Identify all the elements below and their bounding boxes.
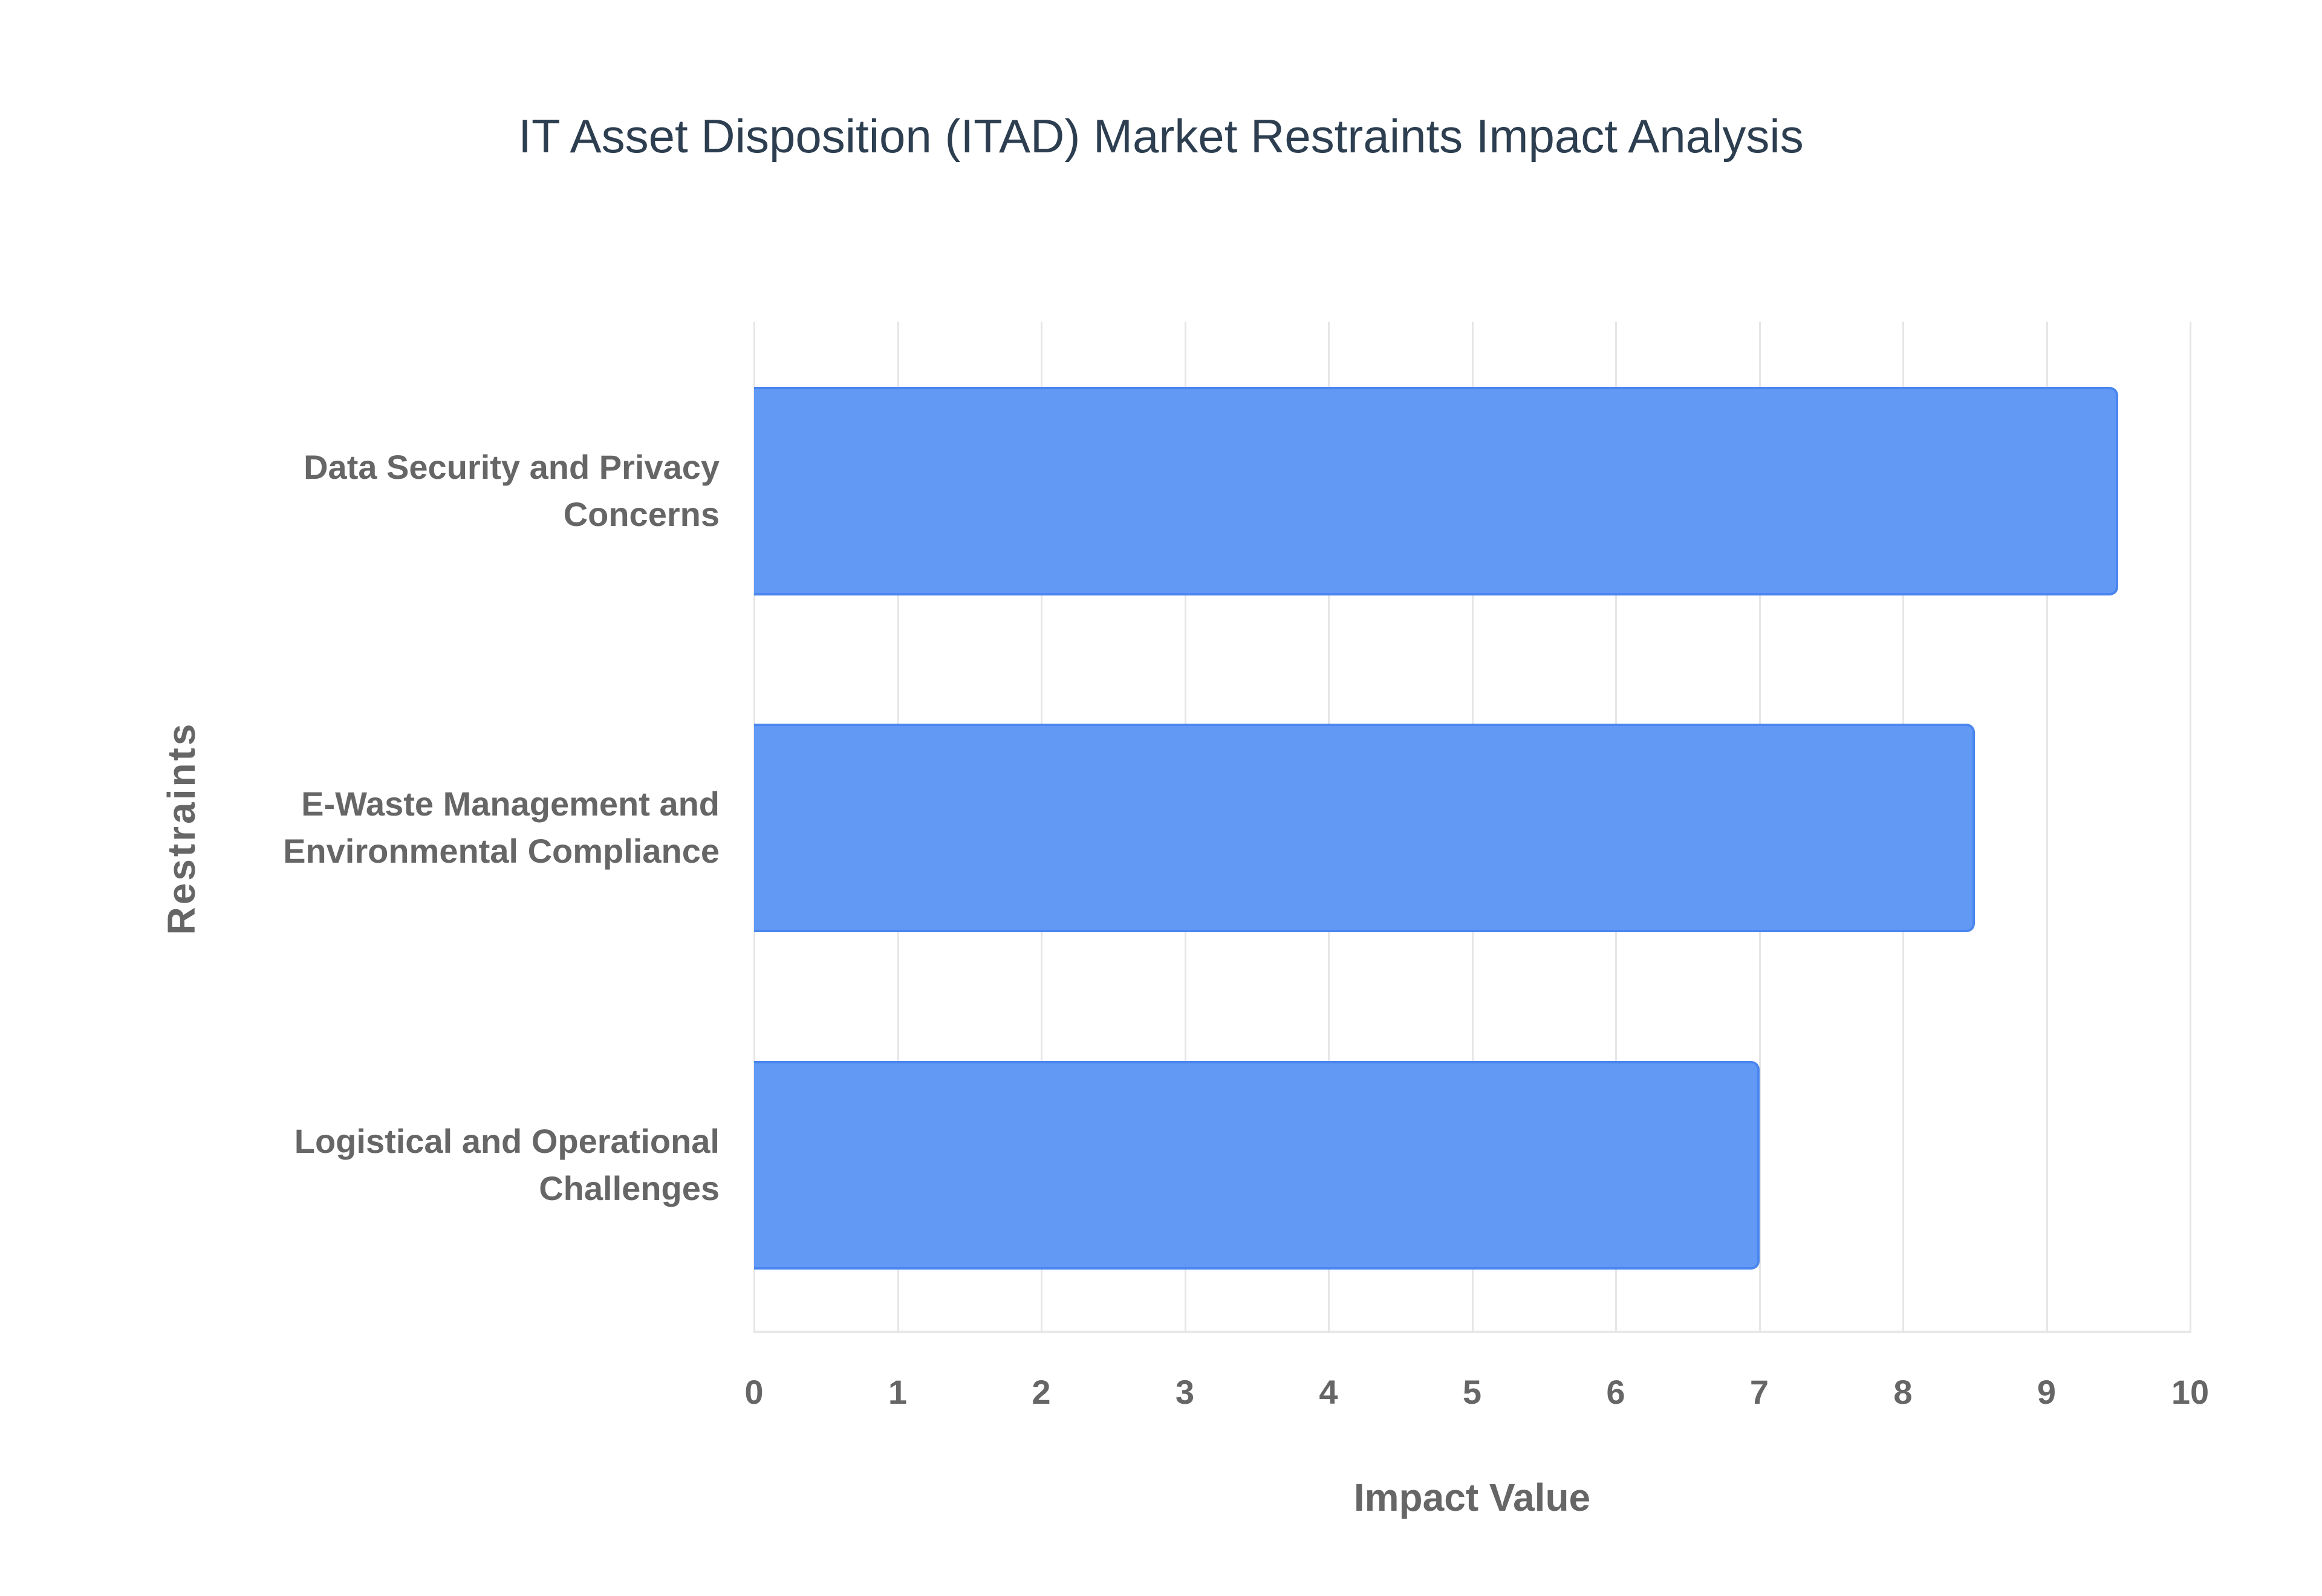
- y-category-label-line: Environmental Compliance: [283, 832, 720, 870]
- x-tick-label: 2: [1032, 1373, 1051, 1411]
- y-category-label-line: Challenges: [539, 1169, 720, 1207]
- y-category-label: E-Waste Management and Environmental Comp…: [175, 780, 720, 875]
- gridline: [2046, 322, 2048, 1333]
- bar[interactable]: [754, 724, 1975, 932]
- x-tick-label: 7: [1749, 1373, 1769, 1411]
- x-tick-label: 1: [888, 1373, 908, 1411]
- y-category-label-line: Logistical and Operational: [294, 1122, 720, 1160]
- x-axis-title: Impact Value: [1353, 1476, 1591, 1519]
- y-category-label-line: Data Security and Privacy: [304, 448, 720, 486]
- y-axis-title: Restraints: [160, 721, 203, 935]
- x-tick-label: 3: [1175, 1373, 1195, 1411]
- x-tick-label: 9: [2037, 1373, 2057, 1411]
- bar[interactable]: [754, 387, 2119, 595]
- y-category-label-line: E-Waste Management and: [301, 785, 720, 823]
- bar[interactable]: [754, 1061, 1760, 1270]
- x-tick-label: 8: [1893, 1373, 1913, 1411]
- x-tick-label: 6: [1606, 1373, 1625, 1411]
- y-category-label: Logistical and Operational Challenges: [175, 1118, 720, 1212]
- chart-title: IT Asset Disposition (ITAD) Market Restr…: [518, 109, 1804, 163]
- gridline: [2190, 322, 2191, 1333]
- x-tick-label: 0: [744, 1373, 764, 1411]
- y-category-label: Data Security and Privacy Concerns: [175, 444, 720, 538]
- x-tick-label: 5: [1462, 1373, 1482, 1411]
- x-tick-label: 10: [2171, 1373, 2210, 1411]
- plot-area: [753, 322, 2191, 1333]
- y-category-label-line: Concerns: [563, 495, 720, 533]
- x-tick-label: 4: [1319, 1373, 1338, 1411]
